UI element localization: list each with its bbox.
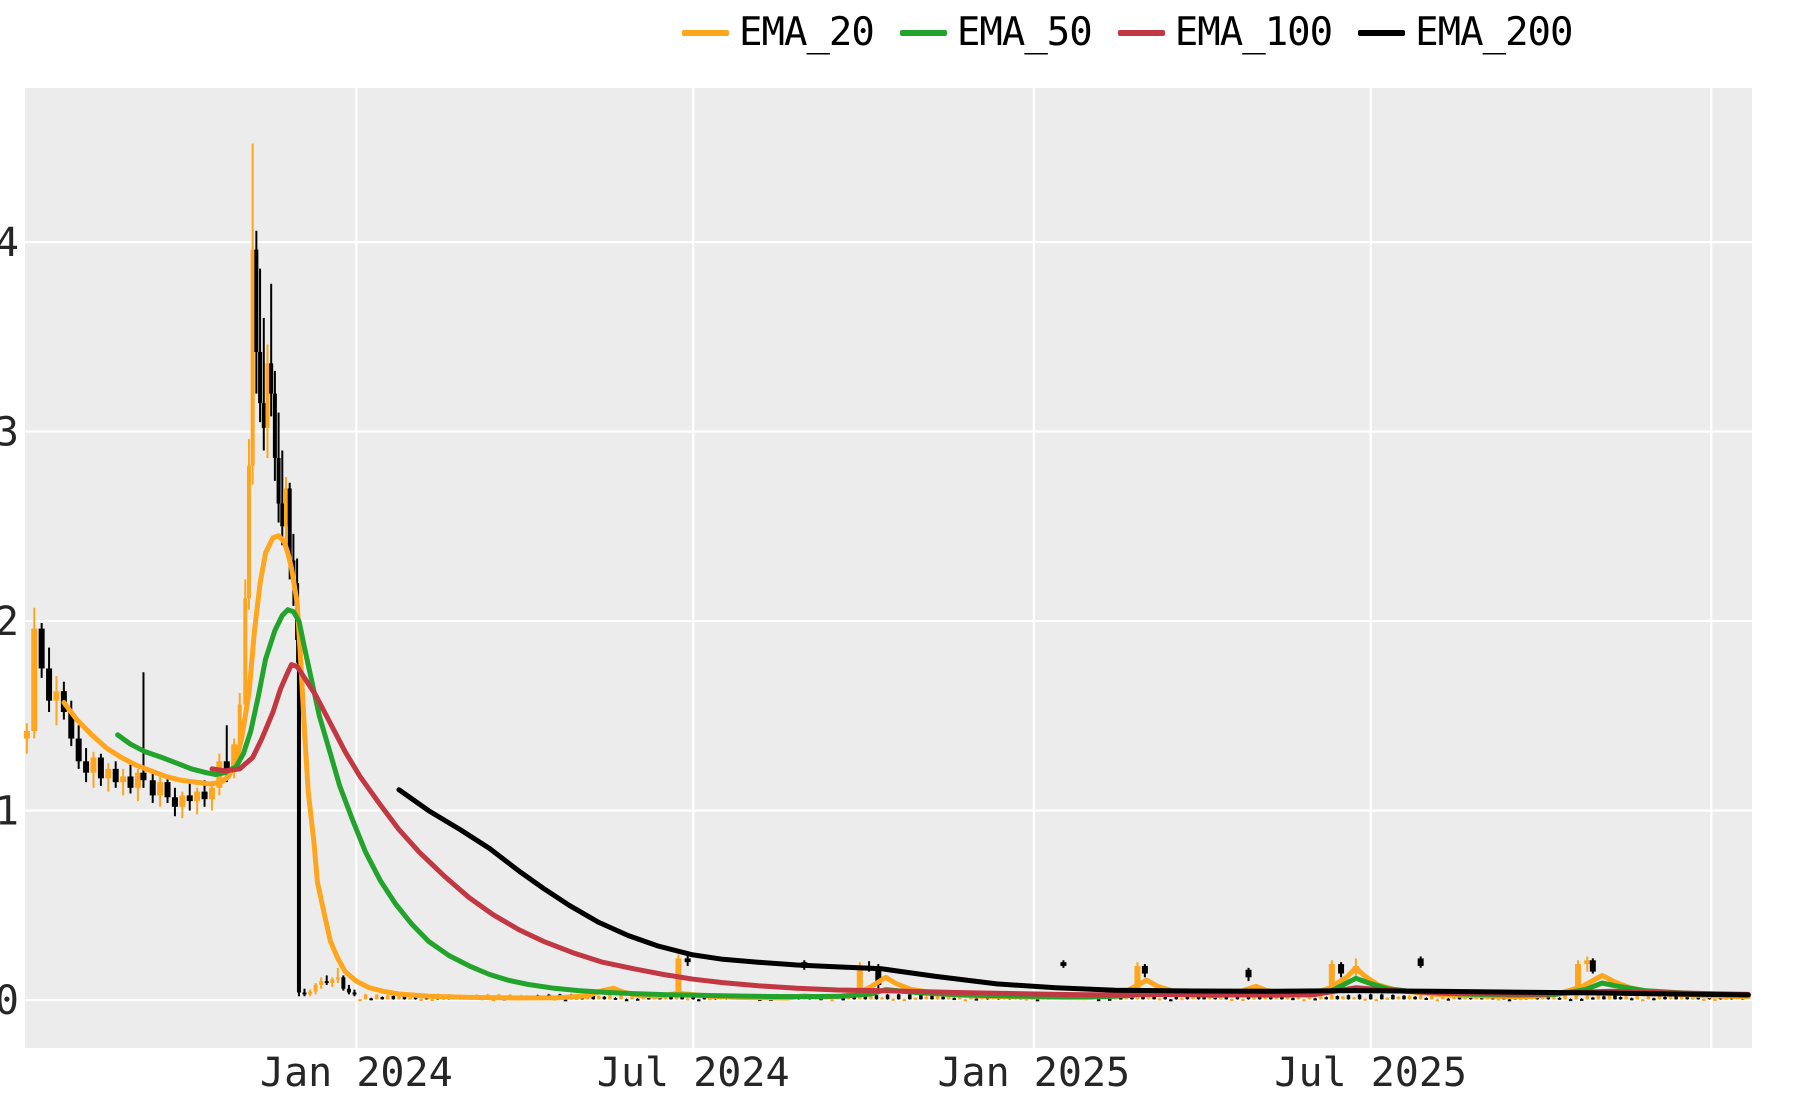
legend-label-ema-200: EMA_200 <box>1415 10 1573 55</box>
ema-20-line-sample-icon <box>682 29 729 36</box>
y-tick-label: 1 <box>0 789 19 835</box>
ema-50-line-sample-icon <box>899 29 947 36</box>
x-tick-label: Jul 2025 <box>1274 1050 1467 1096</box>
legend-item-ema-20: EMA_20 <box>682 10 875 55</box>
plot-area <box>25 88 1752 1048</box>
x-tick-label: Jan 2025 <box>937 1050 1130 1096</box>
y-tick-label: 2 <box>0 599 19 645</box>
y-axis-tick-labels: 0 1 2 3 4 <box>0 220 19 1024</box>
legend: EMA_20 EMA_50 EMA_100 EMA_200 <box>682 10 1574 55</box>
legend-label-ema-20: EMA_20 <box>739 10 875 55</box>
ema-200-line-sample-icon <box>1358 29 1406 36</box>
legend-item-ema-200: EMA_200 <box>1358 10 1574 55</box>
y-tick-label: 0 <box>0 978 19 1024</box>
x-tick-label: Jan 2024 <box>260 1050 453 1096</box>
y-tick-label: 4 <box>0 220 19 266</box>
x-axis-tick-labels: Jan 2024 Jul 2024 Jan 2025 Jul 2025 <box>260 1050 1467 1096</box>
y-tick-label: 3 <box>0 410 19 456</box>
legend-label-ema-100: EMA_100 <box>1174 10 1333 55</box>
legend-item-ema-100: EMA_100 <box>1117 10 1333 55</box>
ema-100-line-sample-icon <box>1117 29 1165 36</box>
legend-item-ema-50: EMA_50 <box>899 10 1093 55</box>
ema-200-line <box>396 787 1751 998</box>
ema-50-line <box>115 607 1751 1000</box>
x-tick-label: Jul 2024 <box>597 1050 790 1096</box>
legend-label-ema-50: EMA_50 <box>956 10 1093 55</box>
